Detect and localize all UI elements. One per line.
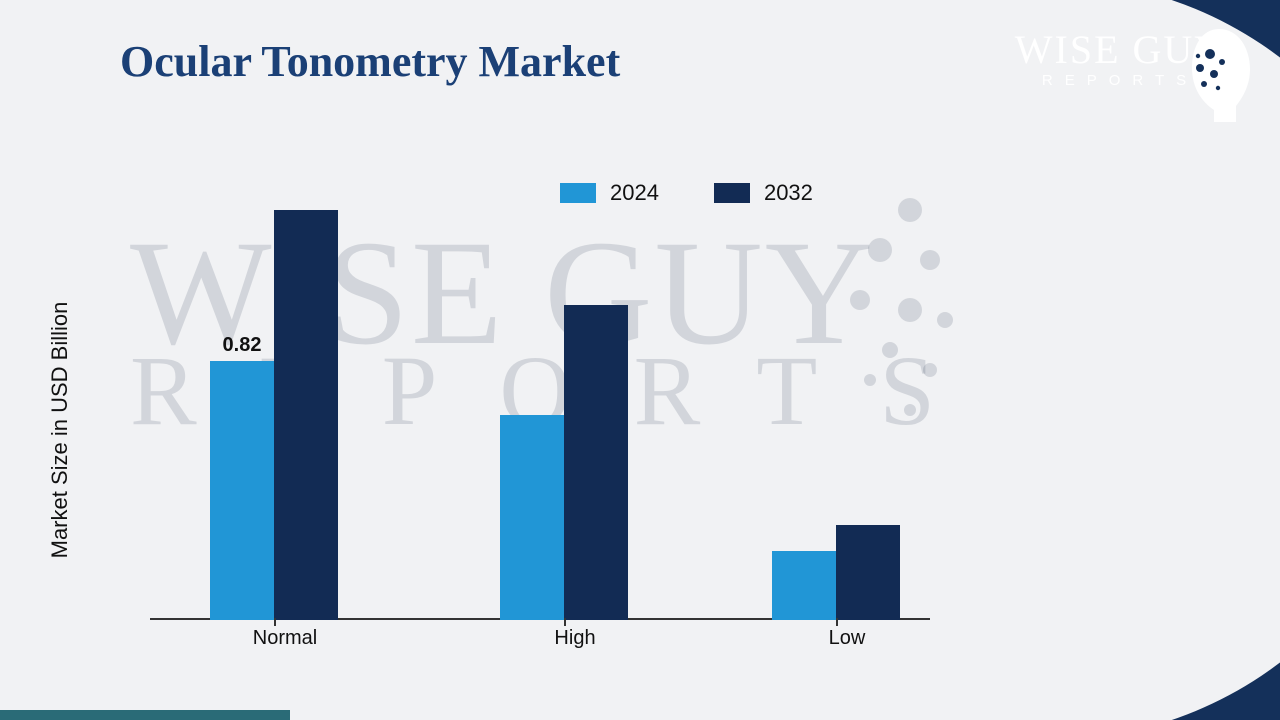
- value-label: 0.82: [223, 334, 262, 357]
- bar-chart: 2024 2032 Market Size in USD Billion Nor…: [90, 210, 940, 660]
- chart-canvas: Ocular Tonometry Market WISE GUY REPORTS…: [0, 0, 1280, 720]
- accent-bar: [0, 710, 290, 720]
- y-axis-label: Market Size in USD Billion: [47, 302, 73, 559]
- x-tick: [836, 618, 838, 626]
- legend-item-2024: 2024: [560, 180, 659, 206]
- plot-area: Normal High Low 0.82: [150, 210, 930, 650]
- legend-swatch: [560, 183, 596, 203]
- bar-2032: [274, 210, 338, 620]
- bar-2024: [500, 415, 564, 620]
- legend-item-2032: 2032: [714, 180, 813, 206]
- legend-swatch: [714, 183, 750, 203]
- y-axis-label-wrap: Market Size in USD Billion: [40, 210, 80, 650]
- bar-2032: [564, 305, 628, 620]
- x-tick: [274, 618, 276, 626]
- brand-logo: WISE GUY REPORTS: [990, 30, 1250, 89]
- bar-2032: [836, 525, 900, 620]
- head-icon: [1184, 24, 1254, 124]
- category-label: Low: [829, 627, 866, 650]
- legend: 2024 2032: [560, 180, 813, 206]
- chart-title: Ocular Tonometry Market: [120, 36, 620, 87]
- x-tick: [564, 618, 566, 626]
- legend-label: 2032: [764, 180, 813, 206]
- category-label: Normal: [253, 627, 317, 650]
- legend-label: 2024: [610, 180, 659, 206]
- category-label: High: [554, 627, 595, 650]
- bar-2024: [772, 551, 836, 620]
- bar-2024: [210, 361, 274, 620]
